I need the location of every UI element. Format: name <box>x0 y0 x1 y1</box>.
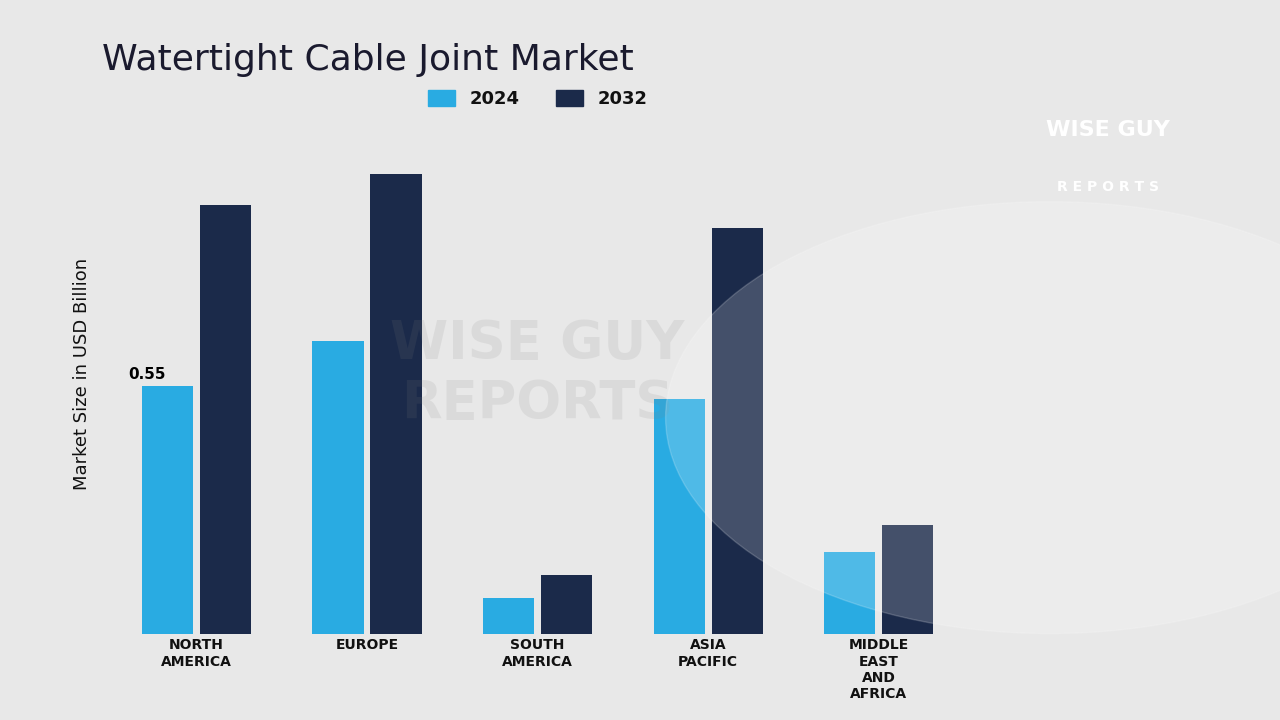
Bar <box>483 598 534 634</box>
Bar <box>654 399 705 634</box>
Bar <box>882 526 933 634</box>
Bar <box>824 552 876 634</box>
Bar <box>312 341 364 634</box>
Text: R E P O R T S: R E P O R T S <box>1056 180 1158 194</box>
Bar <box>541 575 593 634</box>
Y-axis label: Market Size in USD Billion: Market Size in USD Billion <box>73 258 91 490</box>
Bar <box>712 228 763 634</box>
Text: 0.55: 0.55 <box>128 367 166 382</box>
Bar <box>200 205 251 634</box>
Bar <box>142 386 193 634</box>
Bar <box>370 174 421 634</box>
Text: WISE GUY
REPORTS: WISE GUY REPORTS <box>390 318 685 431</box>
Text: WISE GUY: WISE GUY <box>1046 120 1170 140</box>
Text: Watertight Cable Joint Market: Watertight Cable Joint Market <box>102 43 634 77</box>
Circle shape <box>666 202 1280 634</box>
Legend: 2024, 2032: 2024, 2032 <box>421 83 654 115</box>
